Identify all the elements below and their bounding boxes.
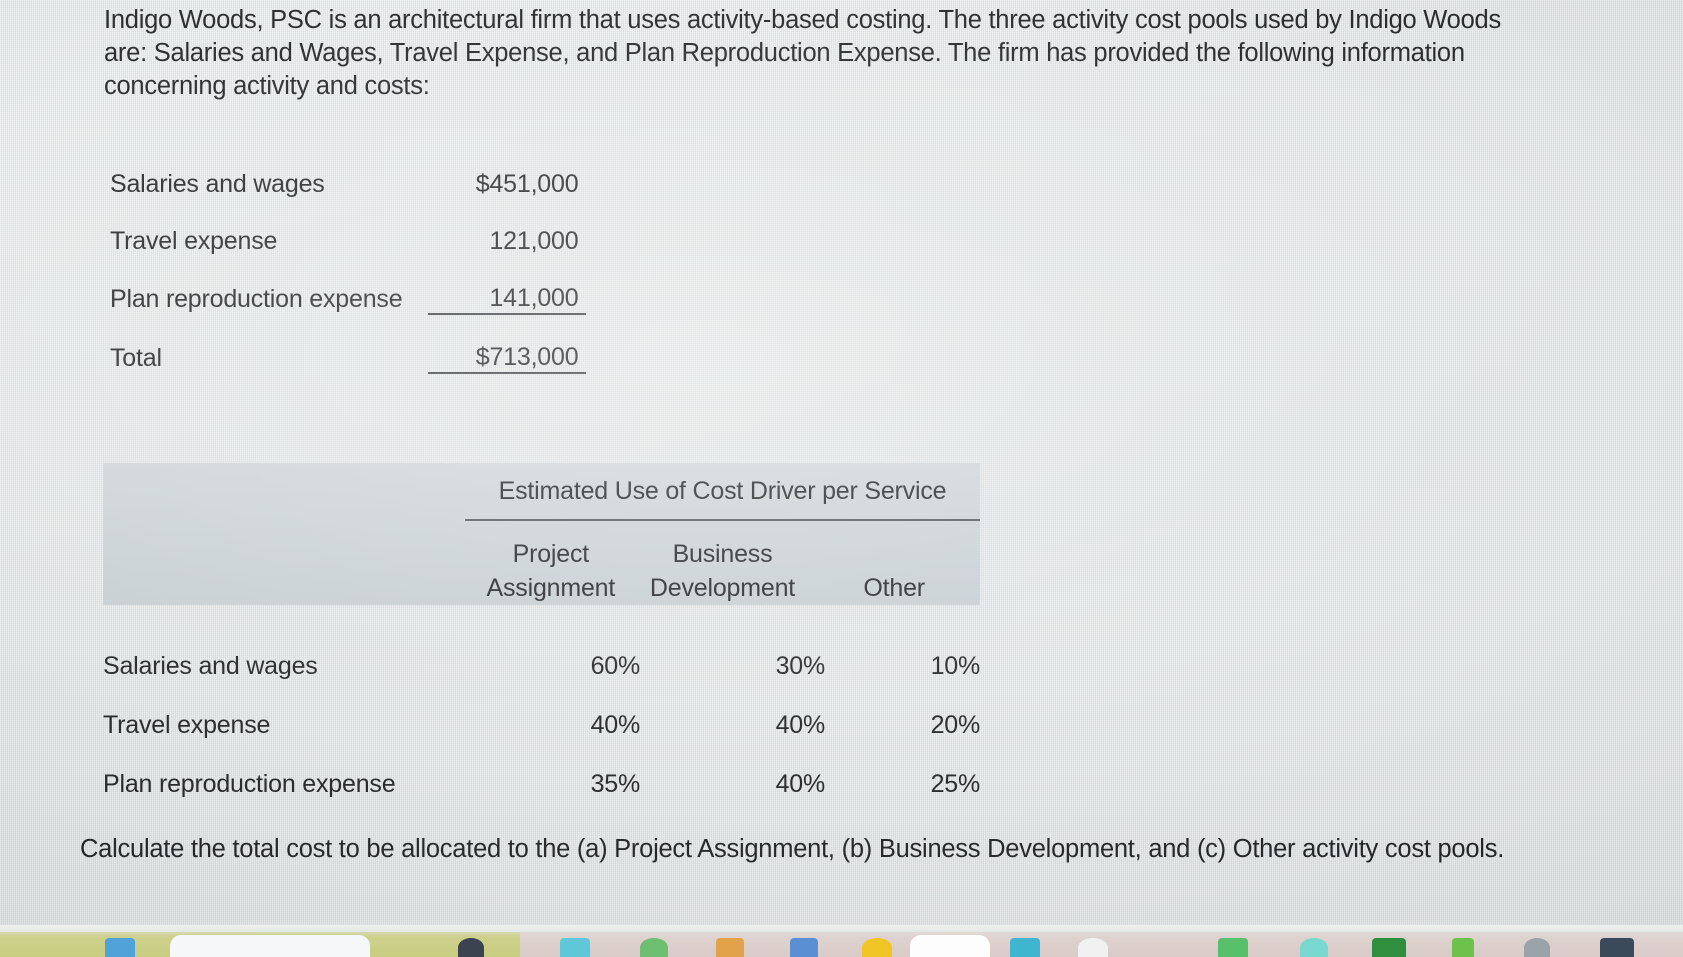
cost-driver-table: Estimated Use of Cost Driver per Service… xyxy=(103,463,980,814)
column-header-line2: Assignment xyxy=(486,574,616,602)
driver-cell-business: 30% xyxy=(775,652,826,680)
cost-total-label: Total xyxy=(110,344,162,372)
spanner-empty-cell xyxy=(103,463,465,520)
taskbar-icon-green-triangle[interactable] xyxy=(1218,938,1248,957)
taskbar[interactable] xyxy=(0,925,1683,957)
column-header-line1: Business xyxy=(672,540,773,568)
taskbar-icon-cyan-diamond[interactable] xyxy=(1010,938,1040,957)
cost-driver-body-table: Salaries and wages 60% 30% 10% Travel ex… xyxy=(103,637,980,814)
table-row: Plan reproduction expense 35% 40% 25% xyxy=(103,755,980,814)
taskbar-icon-small-green[interactable] xyxy=(1452,938,1474,957)
table-row: Travel expense 121,000 xyxy=(110,199,586,256)
column-header-empty xyxy=(103,520,465,605)
taskbar-icon-yellow-circle[interactable] xyxy=(862,938,892,957)
column-header-line1: Project xyxy=(512,540,590,568)
taskbar-icon-gray-circle[interactable] xyxy=(1524,938,1550,957)
driver-row-label: Travel expense xyxy=(103,711,271,739)
table-row: Salaries and wages $451,000 xyxy=(110,142,586,199)
taskbar-icon-mint-circle[interactable] xyxy=(1300,938,1328,957)
cost-total-amount: $713,000 xyxy=(428,313,587,374)
column-header-line2: Development xyxy=(649,574,796,602)
driver-cell-other: 20% xyxy=(930,711,981,739)
question-prompt: Calculate the total cost to be allocated… xyxy=(80,835,1505,863)
taskbar-icon-dark-rect[interactable] xyxy=(1600,938,1634,957)
driver-cell-other: 10% xyxy=(930,652,981,680)
column-header-project-assignment: Project Assignment xyxy=(465,520,637,605)
driver-row-label: Salaries and wages xyxy=(103,652,318,680)
driver-cell-project: 60% xyxy=(590,652,641,680)
driver-row-label: Plan reproduction expense xyxy=(103,770,396,798)
taskbar-icon-green-rect[interactable] xyxy=(1372,938,1406,957)
driver-cell-business: 40% xyxy=(775,770,826,798)
activity-cost-table: Salaries and wages $451,000 Travel expen… xyxy=(110,142,587,374)
table-header-row-columns: Project Assignment Business Development … xyxy=(103,520,980,605)
taskbar-icon-panda-circle[interactable] xyxy=(1078,938,1108,957)
cost-row-label: Travel expense xyxy=(110,227,278,255)
intro-paragraph: Indigo Woods, PSC is an architectural fi… xyxy=(104,6,1501,100)
table-row: Salaries and wages 60% 30% 10% xyxy=(103,637,980,696)
driver-cell-other: 25% xyxy=(930,770,981,798)
taskbar-icon-green-circle[interactable] xyxy=(640,938,668,957)
taskbar-icon-blue-folder[interactable] xyxy=(105,938,135,957)
cost-driver-header-band: Estimated Use of Cost Driver per Service… xyxy=(103,463,980,605)
taskbar-icon-blue-square[interactable] xyxy=(790,938,818,957)
taskbar-app-pill-light[interactable] xyxy=(170,935,370,957)
taskbar-top-edge xyxy=(0,925,1683,932)
driver-cell-business: 40% xyxy=(775,711,826,739)
driver-cell-project: 35% xyxy=(590,770,641,798)
cost-row-label: Salaries and wages xyxy=(110,170,325,198)
column-header-other: Other xyxy=(808,520,980,605)
table-row: Travel expense 40% 40% 20% xyxy=(103,696,980,755)
taskbar-icon-dark-circle[interactable] xyxy=(458,938,484,957)
cost-row-amount: 121,000 xyxy=(489,227,579,255)
taskbar-app-pill-white[interactable] xyxy=(910,935,990,957)
table-row: Plan reproduction expense 141,000 xyxy=(110,256,586,314)
column-header-business-development: Business Development xyxy=(637,520,809,605)
column-group-header: Estimated Use of Cost Driver per Service xyxy=(465,463,980,521)
table-header-row-spanner: Estimated Use of Cost Driver per Service xyxy=(103,463,980,521)
cost-row-amount: $451,000 xyxy=(475,170,579,198)
cost-driver-header-table: Estimated Use of Cost Driver per Service… xyxy=(103,463,980,605)
cost-row-label: Plan reproduction expense xyxy=(110,285,403,313)
table-body-spacer xyxy=(103,605,980,637)
taskbar-icon-orange-square[interactable] xyxy=(716,938,744,957)
cost-row-amount: 141,000 xyxy=(489,284,579,312)
column-header-line2: Other xyxy=(863,574,925,602)
driver-cell-project: 40% xyxy=(590,711,641,739)
table-row-total: Total $713,000 xyxy=(110,313,587,374)
taskbar-icon-teal-square[interactable] xyxy=(560,938,590,957)
